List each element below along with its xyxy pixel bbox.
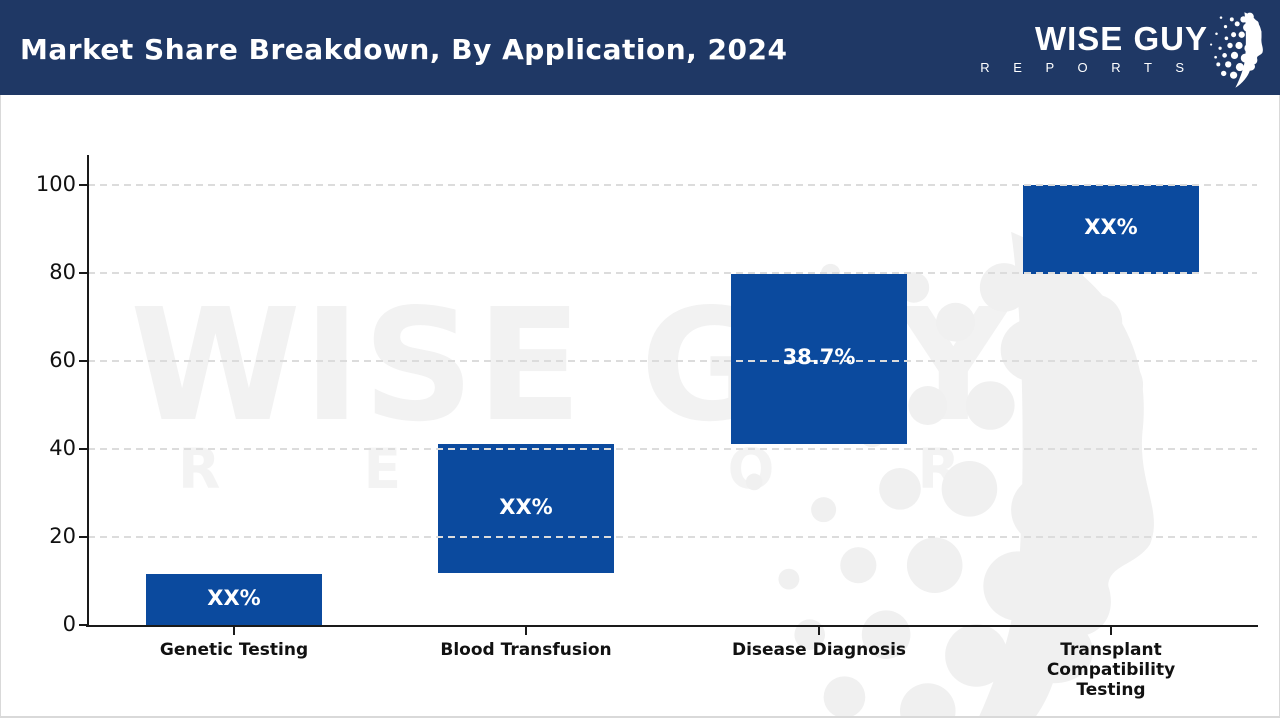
gridline-80 xyxy=(88,272,1257,274)
watermark-head-profile-icon xyxy=(745,231,1154,718)
bar-value-label-disease-diagnosis: 38.7% xyxy=(782,345,856,369)
x-tick-blood-transfusion xyxy=(525,627,527,635)
bar-value-label-genetic-testing: XX% xyxy=(207,586,261,610)
y-tick-60 xyxy=(79,360,87,362)
brand-logo-wordmark: WISE GUY xyxy=(1034,20,1208,57)
y-axis-label-40: 40 xyxy=(49,436,76,460)
x-tick-transplant-compatibility-testing xyxy=(1110,627,1112,635)
brand-logo: WISE GUY R E P O R T S xyxy=(980,8,1266,88)
y-axis-label-100: 100 xyxy=(35,172,76,196)
bar-value-label-blood-transfusion: XX% xyxy=(499,495,553,519)
y-tick-40 xyxy=(79,448,87,450)
chart-title: Market Share Breakdown, By Application, … xyxy=(20,33,788,66)
x-axis-line xyxy=(86,625,1258,627)
x-tick-genetic-testing xyxy=(233,627,235,635)
y-axis-label-20: 20 xyxy=(49,524,76,548)
x-tick-disease-diagnosis xyxy=(818,627,820,635)
y-axis-line xyxy=(87,155,89,626)
y-tick-100 xyxy=(79,184,87,186)
y-tick-0 xyxy=(79,624,87,626)
bar-transplant-compatibility-testing xyxy=(1023,185,1199,274)
x-axis-label-blood-transfusion: Blood Transfusion xyxy=(440,640,612,660)
x-axis-label-disease-diagnosis: Disease Diagnosis xyxy=(731,640,907,660)
brand-logo-reports-text: R E P O R T S xyxy=(980,60,1194,75)
y-axis-label-80: 80 xyxy=(49,260,76,284)
header-bar: Market Share Breakdown, By Application, … xyxy=(0,0,1280,95)
gridline-40 xyxy=(88,448,1257,450)
y-axis-label-0: 0 xyxy=(62,612,76,636)
y-tick-20 xyxy=(79,536,87,538)
bar-blood-transfusion xyxy=(438,444,614,573)
x-axis-label-genetic-testing: Genetic Testing xyxy=(159,640,309,660)
y-axis-label-60: 60 xyxy=(49,348,76,372)
bar-genetic-testing xyxy=(146,574,322,626)
brand-logo-head-profile-icon xyxy=(1210,12,1263,88)
gridline-20 xyxy=(88,536,1257,538)
bar-value-label-transplant-compatibility-testing: XX% xyxy=(1084,215,1138,239)
y-tick-80 xyxy=(79,272,87,274)
x-axis-label-transplant-compatibility-testing: Transplant Compatibility Testing xyxy=(1046,640,1176,700)
gridline-100 xyxy=(88,184,1257,186)
bar-disease-diagnosis xyxy=(731,274,907,444)
gridline-60 xyxy=(88,360,1257,362)
